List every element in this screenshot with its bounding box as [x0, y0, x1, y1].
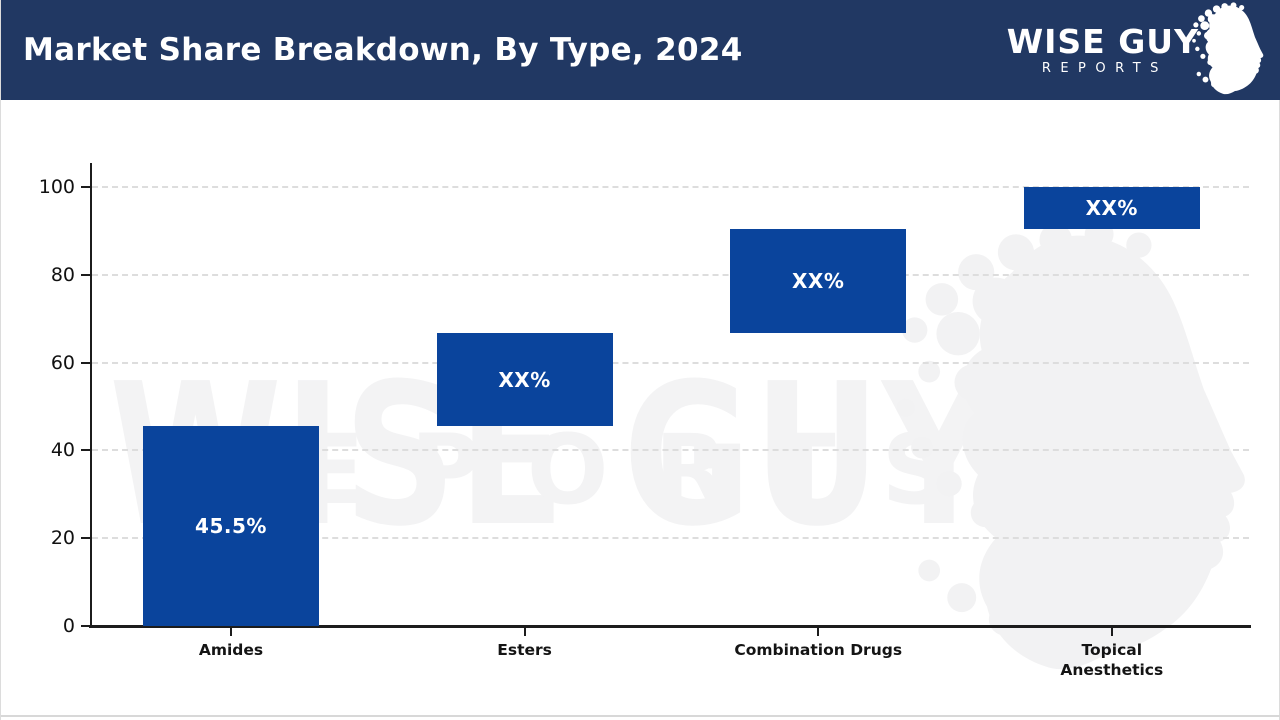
wise-guy-reports-logo: WISE GUY REPORTS — [1007, 2, 1280, 98]
y-tick-label-80: 80 — [50, 263, 75, 286]
x-category-label: Combination Drugs — [734, 641, 903, 659]
y-tick-60 — [81, 361, 90, 364]
dotted-face-icon — [1185, 2, 1271, 98]
y-tick-label-0: 0 — [62, 615, 75, 637]
y-tick-80 — [81, 273, 90, 276]
header-bar: Market Share Breakdown, By Type, 2024 WI… — [1, 0, 1280, 100]
gridline-60 — [92, 361, 1249, 364]
x-tick-1 — [230, 627, 232, 636]
bar-value-label: 45.5% — [195, 514, 267, 539]
bar-value-label: XX% — [791, 268, 845, 293]
y-tick-label-60: 60 — [50, 351, 75, 374]
bar-topical-anesthetics: XX% — [1023, 187, 1200, 229]
logo-text: WISE GUY REPORTS — [1007, 25, 1199, 75]
bar-value-label: XX% — [498, 367, 551, 392]
x-tick-3 — [817, 627, 820, 636]
y-tick-20 — [81, 537, 90, 540]
bar-combination-drugs: XX% — [730, 228, 907, 334]
y-tick-label-40: 40 — [50, 439, 75, 462]
gridline-20 — [92, 537, 1249, 540]
y-tick-label-20: 20 — [50, 527, 75, 550]
x-category-label: Esters — [497, 641, 552, 659]
bar-amides: 45.5% — [143, 426, 319, 626]
bar-esters: XX% — [436, 333, 613, 427]
y-axis-spine — [90, 163, 92, 627]
y-tick-0 — [81, 625, 90, 627]
x-tick-2 — [523, 627, 526, 636]
x-axis-spine — [89, 625, 1251, 628]
x-tick-4 — [1110, 627, 1113, 636]
y-tick-label-100: 100 — [38, 176, 75, 198]
logo-subtitle: REPORTS — [1041, 61, 1168, 76]
x-category-label: Amides — [198, 641, 264, 659]
chart-title: Market Share Breakdown, By Type, 2024 — [23, 32, 743, 68]
gridline-100 — [92, 186, 1249, 188]
y-tick-40 — [81, 449, 90, 452]
logo-wordmark: WISE GUY — [1006, 22, 1199, 61]
bar-value-label: XX% — [1085, 195, 1138, 220]
x-category-label: Topical Anesthetics — [1060, 641, 1164, 679]
y-tick-100 — [81, 186, 90, 188]
gridline-80 — [92, 273, 1249, 276]
gridline-40 — [92, 449, 1249, 452]
bottom-border — [1, 715, 1280, 717]
